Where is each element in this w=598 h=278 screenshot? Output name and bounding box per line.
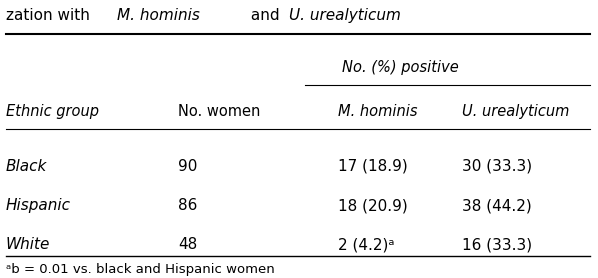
Text: Ethnic group: Ethnic group	[6, 105, 99, 120]
Text: 18 (20.9): 18 (20.9)	[338, 198, 407, 213]
Text: M. hominis: M. hominis	[117, 8, 200, 23]
Text: and: and	[246, 8, 285, 23]
Text: 48: 48	[178, 237, 197, 252]
Text: U. urealyticum: U. urealyticum	[289, 8, 401, 23]
Text: 2 (4.2)ᵃ: 2 (4.2)ᵃ	[338, 237, 394, 252]
Text: 30 (33.3): 30 (33.3)	[462, 159, 532, 174]
Text: M. hominis: M. hominis	[338, 105, 417, 120]
Text: Hispanic: Hispanic	[6, 198, 71, 213]
Text: No. women: No. women	[178, 105, 260, 120]
Text: 90: 90	[178, 159, 197, 174]
Text: U. urealyticum: U. urealyticum	[462, 105, 569, 120]
Text: 16 (33.3): 16 (33.3)	[462, 237, 532, 252]
Text: No. (%) positive: No. (%) positive	[341, 60, 459, 75]
Text: ᵃb = 0.01 vs. black and Hispanic women: ᵃb = 0.01 vs. black and Hispanic women	[6, 263, 274, 276]
Text: White: White	[6, 237, 50, 252]
Text: zation with: zation with	[6, 8, 94, 23]
Text: 38 (44.2): 38 (44.2)	[462, 198, 532, 213]
Text: Black: Black	[6, 159, 47, 174]
Text: 86: 86	[178, 198, 197, 213]
Text: 17 (18.9): 17 (18.9)	[338, 159, 407, 174]
